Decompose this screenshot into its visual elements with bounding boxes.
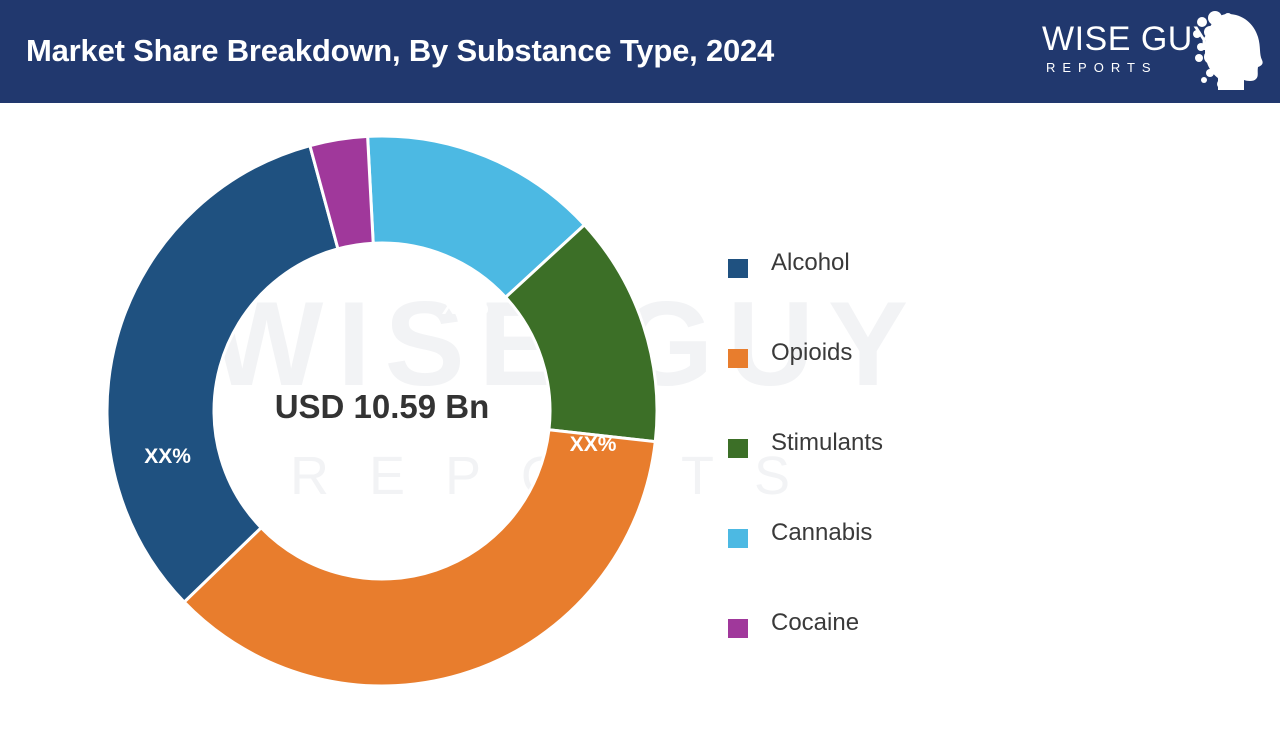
page-title: Market Share Breakdown, By Substance Typ… <box>26 33 775 68</box>
legend-label: Stimulants <box>771 429 884 456</box>
legend-label: Alcohol <box>771 249 850 276</box>
legend-label: Cocaine <box>771 609 860 636</box>
legend-label: Cannabis <box>771 519 873 546</box>
chart-area: WISE GUY REPORTS USD 10.59 Bn XX% 36.0% … <box>0 103 1280 735</box>
donut-slice-alcohol[interactable] <box>105 143 340 605</box>
brand-wordmark: WISE GUY <box>1042 20 1217 58</box>
legend-label: Opioids <box>771 339 853 366</box>
legend-swatch-icon <box>728 349 748 368</box>
legend-item-stimulants[interactable]: Stimulants <box>728 429 1038 519</box>
donut-center-value: USD 10.59 Bn <box>274 388 490 425</box>
legend-swatch-icon <box>728 439 748 458</box>
slice-label-alcohol: XX% <box>144 444 191 468</box>
slice-label-stimulants: XX% <box>569 433 617 457</box>
brand-subword: REPORTS <box>1046 60 1158 75</box>
donut-slice-cocaine[interactable] <box>308 134 375 251</box>
legend-item-alcohol[interactable]: Alcohol <box>728 249 1038 339</box>
header-bar: Market Share Breakdown, By Substance Typ… <box>0 0 1280 103</box>
slice-label-cocaine: XX% <box>323 282 371 306</box>
dotted-head-profile-icon <box>1193 11 1263 90</box>
donut-slice-opioids[interactable] <box>182 428 657 688</box>
slice-label-cannabis: XX% <box>441 296 489 320</box>
legend-swatch-icon <box>728 619 748 638</box>
donut-chart <box>105 134 659 688</box>
legend-swatch-icon <box>728 259 748 278</box>
legend-swatch-icon <box>728 529 748 548</box>
legend-item-cannabis[interactable]: Cannabis <box>728 519 1038 609</box>
legend-item-cocaine[interactable]: Cocaine <box>728 609 1038 699</box>
legend-item-opioids[interactable]: Opioids <box>728 339 1038 429</box>
slice-label-opioids: 36.0% <box>424 711 485 735</box>
brand-logo: WISE GUY REPORTS <box>1042 8 1272 96</box>
chart-legend: Alcohol Opioids Stimulants Cannabis Coca… <box>728 249 1038 699</box>
